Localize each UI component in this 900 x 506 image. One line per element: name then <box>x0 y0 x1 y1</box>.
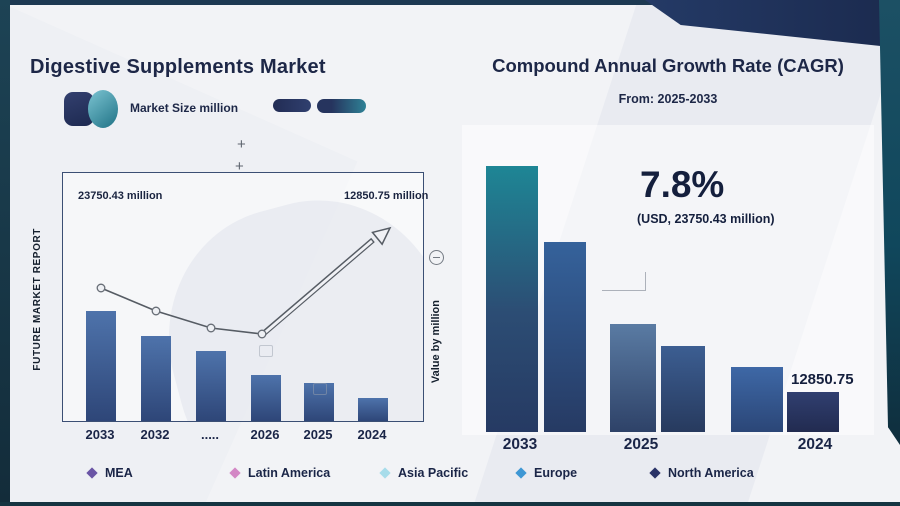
minus-glyph <box>433 256 440 259</box>
future-market-report-label: FUTURE MARKET REPORT <box>32 228 43 371</box>
pill-icon-dark <box>273 99 311 112</box>
left-bar-2024 <box>358 398 388 421</box>
right-end-value-label: 12850.75 <box>791 371 854 388</box>
legend-label: Asia Pacific <box>398 466 469 480</box>
right-bar-2033-1 <box>486 166 538 432</box>
legend-label: Latin America <box>248 466 331 480</box>
left-x-label: 2024 <box>357 427 387 442</box>
annotation-corner-line <box>602 272 646 291</box>
left-x-label: ..... <box>200 427 220 442</box>
legend-diamond-icon <box>379 467 391 479</box>
legend-item-asia-pacific: Asia Pacific <box>379 466 469 480</box>
legend-item-latin-america: Latin America <box>229 466 331 480</box>
legend-label: North America <box>668 466 754 480</box>
left-bar-2025 <box>304 383 334 421</box>
top-edge-bar <box>0 0 680 5</box>
image-placeholder-icon <box>259 345 273 357</box>
legend-diamond-icon <box>86 467 98 479</box>
legend-item-europe: Europe <box>515 466 578 480</box>
left-bar-..... <box>196 351 226 421</box>
trend-polyline <box>100 287 263 335</box>
trend-marker <box>96 283 106 293</box>
left-bar-2032 <box>141 336 171 421</box>
arrow-shaft-fill <box>263 239 373 335</box>
cagr-value: 7.8% <box>640 164 725 205</box>
capsule-icon <box>64 90 118 128</box>
legend-diamond-icon <box>229 467 241 479</box>
cagr-detail: (USD, 23750.43 million) <box>637 212 775 226</box>
arrow-head <box>371 226 392 246</box>
plus-icon: + <box>235 158 244 175</box>
bottom-edge-bar <box>0 502 900 506</box>
left-bar-2026 <box>251 375 281 421</box>
right-x-label: 2025 <box>623 436 659 453</box>
legend-diamond-icon <box>515 467 527 479</box>
value-axis-label: Value by million <box>430 300 442 384</box>
trend-line-arrow-icon <box>96 226 392 339</box>
left-x-label: 2032 <box>140 427 170 442</box>
trend-marker <box>151 306 161 316</box>
left-chart-title: Digestive Supplements Market <box>30 56 326 78</box>
cagr-title: Compound Annual Growth Rate (CAGR) <box>492 55 844 76</box>
right-bar-2025-2 <box>661 346 705 432</box>
legend-item-mea: MEA <box>86 466 133 480</box>
legend-label: Europe <box>534 466 578 480</box>
left-edge-bar <box>0 0 10 506</box>
right-bar-2033-2 <box>544 242 586 432</box>
minus-circle-icon <box>429 250 444 265</box>
plus-icon: + <box>237 136 246 153</box>
legend-item-north-america: North America <box>649 466 754 480</box>
capsule-right-half <box>88 90 118 128</box>
end-value-label: 12850.75 million <box>344 190 429 202</box>
left-x-label: 2025 <box>303 427 333 442</box>
right-bar-2024-2 <box>787 392 839 432</box>
right-bar-2024-1 <box>731 367 783 432</box>
right-bar-2025-1 <box>610 324 656 432</box>
pill-icon-gradient <box>317 99 366 113</box>
legend-label: MEA <box>105 466 133 480</box>
cagr-subtitle: From: 2025-2033 <box>618 92 718 106</box>
trend-marker <box>206 323 216 333</box>
legend-diamond-icon <box>649 467 661 479</box>
left-bar-chart <box>62 172 424 422</box>
image-placeholder-icon <box>313 383 327 395</box>
right-x-label: 2024 <box>797 436 833 453</box>
left-bar-2033 <box>86 311 116 421</box>
right-x-label: 2033 <box>502 436 538 453</box>
trend-marker <box>257 329 267 339</box>
market-size-legend-label: Market Size million <box>130 101 239 115</box>
left-x-label: 2026 <box>250 427 280 442</box>
left-x-label: 2033 <box>85 427 115 442</box>
left-chart-bars <box>63 173 423 421</box>
start-value-label: 23750.43 million <box>78 190 163 202</box>
